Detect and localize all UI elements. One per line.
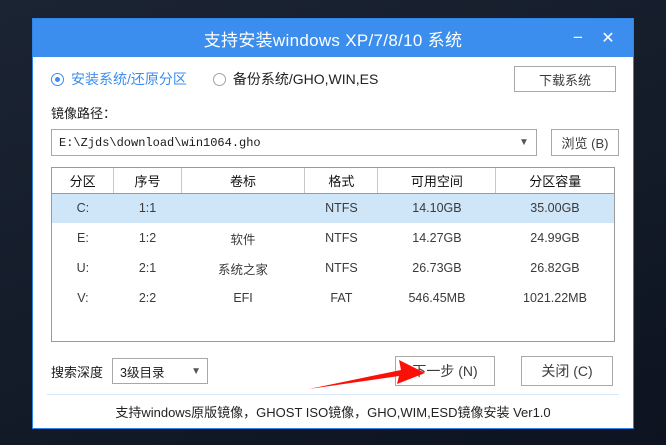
- cell-free: 26.73GB: [412, 261, 462, 275]
- cell-partition: V:: [77, 291, 89, 305]
- table-header-row: 分区 序号 卷标 格式 可用空间 分区容量: [52, 168, 614, 194]
- cell-partition: C:: [52, 193, 114, 223]
- cell-volume: 系统之家: [218, 262, 269, 277]
- table-row[interactable]: E: 1:2 软件 NTFS 14.27GB 24.99GB: [52, 223, 614, 253]
- cell-free: 546.45MB: [408, 291, 466, 305]
- cell-capacity: 24.99GB: [530, 231, 580, 245]
- cell-partition: U:: [76, 261, 90, 275]
- cell-index: 1:1: [113, 193, 182, 223]
- download-system-button[interactable]: 下载系统: [514, 66, 616, 92]
- cell-format: FAT: [330, 291, 353, 305]
- cell-index: 2:1: [138, 261, 157, 275]
- close-button[interactable]: 关闭 (C): [521, 356, 613, 386]
- next-step-button[interactable]: 下一步 (N): [395, 356, 495, 386]
- cell-capacity: 1021.22MB: [523, 291, 587, 305]
- cell-free: 14.10GB: [377, 193, 496, 223]
- radio-dot-icon: [51, 72, 64, 86]
- cell-volume: 软件: [230, 232, 256, 247]
- table-row[interactable]: C: 1:1 NTFS 14.10GB 35.00GB: [52, 193, 614, 223]
- window-title: 支持安装windows XP/7/8/10 系统: [203, 30, 463, 50]
- table-row[interactable]: U: 2:1 系统之家 NTFS 26.73GB 26.82GB: [52, 253, 614, 283]
- footer-bar: 支持windows原版镜像，GHOST ISO镜像，GHO,WIM,ESD镜像安…: [47, 394, 619, 428]
- column-header-volume[interactable]: 卷标: [181, 168, 306, 194]
- radio-install-restore-label: 安装系统/还原分区: [71, 71, 187, 87]
- browse-button[interactable]: 浏览 (B): [551, 129, 619, 156]
- cell-format: NTFS: [325, 231, 358, 245]
- column-header-index[interactable]: 序号: [113, 168, 182, 194]
- partition-table: 分区 序号 卷标 格式 可用空间 分区容量 C: 1:1: [52, 168, 614, 313]
- footer-text: 支持windows原版镜像，GHOST ISO镜像，GHO,WIM,ESD镜像安…: [115, 405, 551, 420]
- radio-dot-icon: [212, 72, 226, 86]
- column-header-partition[interactable]: 分区: [52, 168, 115, 194]
- cell-volume: [181, 193, 305, 223]
- bottom-controls-row: 搜索深度 3级目录 ▼ 下一步 (N) 关闭 (C): [47, 356, 619, 386]
- installer-window: 支持安装windows XP/7/8/10 系统 − ✕ 安装系统/还原分区 备…: [32, 18, 634, 429]
- chevron-down-icon: ▼: [191, 365, 202, 377]
- partition-table-container: 分区 序号 卷标 格式 可用空间 分区容量 C: 1:1: [51, 167, 615, 342]
- search-depth-select[interactable]: 3级目录 ▼: [112, 358, 209, 384]
- cell-format: NTFS: [325, 261, 358, 275]
- cell-volume: EFI: [233, 291, 253, 305]
- window-titlebar[interactable]: 支持安装windows XP/7/8/10 系统 − ✕: [33, 19, 633, 57]
- mode-selection-row: 安装系统/还原分区 备份系统/GHO,WIN,ES 下载系统: [47, 57, 619, 101]
- window-controls: − ✕: [563, 19, 633, 57]
- image-path-input[interactable]: E:\Zjds\download\win1064.gho ▼: [51, 129, 537, 156]
- window-body: 安装系统/还原分区 备份系统/GHO,WIN,ES 下载系统 镜像路径： E:\…: [33, 57, 633, 428]
- image-path-value: E:\Zjds\download\win1064.gho: [59, 135, 261, 150]
- search-depth-label: 搜索深度: [51, 364, 104, 380]
- radio-backup-system[interactable]: 备份系统/GHO,WIN,ES: [212, 69, 379, 89]
- partition-table-header: 分区 序号 卷标 格式 可用空间 分区容量: [52, 168, 614, 194]
- search-depth-value: 3级目录: [120, 365, 165, 380]
- chevron-down-icon[interactable]: ▼: [519, 137, 529, 148]
- column-header-free[interactable]: 可用空间: [377, 168, 497, 194]
- column-header-format[interactable]: 格式: [304, 168, 379, 194]
- image-path-label: 镜像路径：: [51, 106, 117, 121]
- radio-backup-system-label: 备份系统/GHO,WIN,ES: [232, 71, 379, 87]
- cell-index: 2:2: [138, 291, 157, 305]
- column-header-capacity[interactable]: 分区容量: [495, 168, 614, 194]
- minimize-icon[interactable]: −: [573, 28, 583, 47]
- close-icon[interactable]: ✕: [601, 30, 615, 47]
- cell-partition: E:: [77, 231, 89, 245]
- radio-install-restore[interactable]: 安装系统/还原分区: [51, 69, 187, 89]
- cell-capacity: 26.82GB: [530, 261, 580, 275]
- image-path-row: E:\Zjds\download\win1064.gho ▼ 浏览 (B): [47, 129, 619, 156]
- partition-table-body: C: 1:1 NTFS 14.10GB 35.00GB E: 1:2 软件 NT…: [52, 193, 614, 313]
- table-row[interactable]: V: 2:2 EFI FAT 546.45MB 1021.22MB: [52, 283, 614, 313]
- cell-capacity: 35.00GB: [495, 193, 614, 223]
- cell-free: 14.27GB: [412, 231, 462, 245]
- cell-format: NTFS: [304, 193, 378, 223]
- cell-index: 1:2: [138, 231, 157, 245]
